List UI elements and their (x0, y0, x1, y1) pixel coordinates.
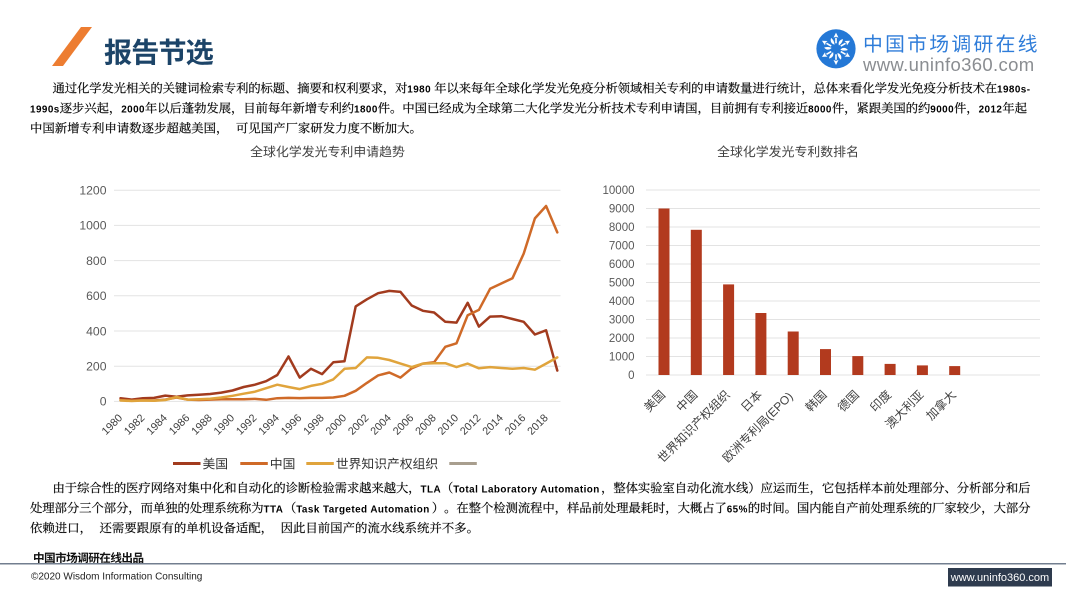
svg-text:1980: 1980 (407, 85, 431, 96)
svg-text:2000: 2000 (609, 333, 635, 345)
svg-text:9000: 9000 (609, 204, 635, 216)
svg-text:4000: 4000 (609, 296, 635, 308)
svg-text:2012: 2012 (979, 105, 1003, 116)
svg-text:0: 0 (100, 395, 107, 409)
svg-text:1980s-: 1980s- (997, 85, 1030, 96)
svg-text:400: 400 (86, 324, 107, 338)
svg-text:7000: 7000 (609, 241, 635, 253)
svg-text:1000: 1000 (79, 219, 106, 233)
svg-text:2000: 2000 (121, 105, 145, 116)
svg-text:TTA: TTA (264, 504, 284, 515)
svg-text:9000: 9000 (930, 105, 954, 116)
svg-text:10000: 10000 (603, 185, 635, 197)
svg-text:www.uninfo360.com: www.uninfo360.com (950, 572, 1049, 584)
svg-text:0: 0 (628, 370, 634, 382)
svg-text:1990s: 1990s (30, 105, 60, 116)
svg-text:3000: 3000 (609, 315, 635, 327)
svg-text:200: 200 (86, 360, 107, 374)
svg-text:1000: 1000 (609, 352, 635, 364)
svg-text:1800: 1800 (354, 105, 378, 116)
svg-text:Task Targeted Automation: Task Targeted Automation (296, 504, 430, 515)
svg-text:Total Laboratory Automation: Total Laboratory Automation (453, 484, 600, 495)
svg-text:1200: 1200 (79, 184, 106, 198)
svg-text:6000: 6000 (609, 259, 635, 271)
svg-text:5000: 5000 (609, 278, 635, 290)
svg-text:www.uninfo360.com: www.uninfo360.com (862, 54, 1035, 75)
svg-text:TLA: TLA (421, 484, 442, 495)
svg-text:8000: 8000 (609, 222, 635, 234)
svg-text:65%: 65% (727, 504, 748, 515)
svg-text:800: 800 (86, 254, 107, 268)
svg-text:600: 600 (86, 289, 107, 303)
svg-text:©2020 Wisdom Information Consu: ©2020 Wisdom Information Consulting (31, 572, 202, 583)
svg-text:8000: 8000 (808, 105, 832, 116)
